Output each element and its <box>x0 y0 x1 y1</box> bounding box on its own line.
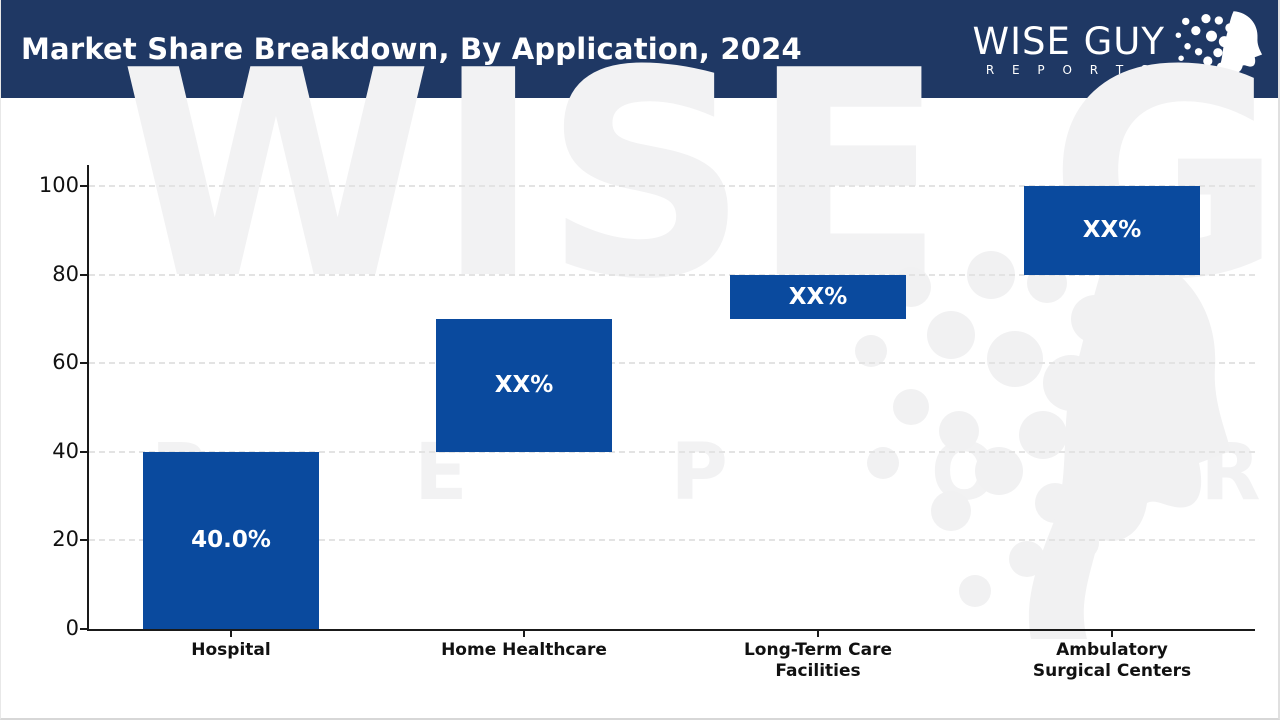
chart-area: WISE GUY R E P O R T S 0 20 40 60 80 100 40.0%… <box>1 10 1278 718</box>
x-category-label: Ambulatory Surgical Centers <box>1032 640 1192 682</box>
y-tick-label: 20 <box>52 527 79 552</box>
y-tick-mark <box>80 273 89 276</box>
y-tick-mark <box>80 362 89 365</box>
y-tick-label: 80 <box>52 261 79 286</box>
y-gridline <box>89 362 1255 365</box>
wiseguy-logo: WISE GUY R E P O R T S <box>973 7 1263 91</box>
y-gridline <box>89 185 1255 187</box>
logo-wordmark: WISE GUY <box>972 19 1165 63</box>
y-tick-label: 60 <box>52 350 79 375</box>
y-tick-mark <box>80 628 89 630</box>
header-bar: Market Share Breakdown, By Application, … <box>1 0 1278 98</box>
x-axis-spine <box>87 629 1255 631</box>
y-tick-mark <box>80 539 89 542</box>
y-tick-label: 0 <box>65 616 79 640</box>
x-tick-mark <box>523 629 525 637</box>
x-category-label: Hospital <box>191 640 271 660</box>
x-category-label: Long-Term Care Facilities <box>743 640 893 682</box>
bar-ambulatory-surgical-centers: XX% <box>1024 186 1200 275</box>
logo-subtext: R E P O R T S <box>985 62 1156 77</box>
y-tick-label: 40 <box>52 438 79 463</box>
y-gridline <box>89 539 1255 542</box>
x-tick-mark <box>817 629 819 637</box>
bar-hospital: 40.0% <box>143 451 319 629</box>
chart-title: Market Share Breakdown, By Application, … <box>21 32 802 66</box>
bar-long-term-care-facilities: XX% <box>730 274 906 319</box>
logo-text: WISE GUY R E P O R T S <box>973 23 1165 76</box>
y-tick-mark <box>80 450 89 453</box>
bar-value-label: 40.0% <box>191 527 271 554</box>
y-axis-spine <box>87 165 89 631</box>
wiseguy-face-icon <box>1175 11 1263 81</box>
bar-value-label: XX% <box>788 283 848 310</box>
bar-value-label: XX% <box>494 372 554 399</box>
x-tick-mark <box>230 629 232 637</box>
y-tick-mark <box>80 185 89 187</box>
y-gridline <box>89 273 1255 276</box>
bar-value-label: XX% <box>1082 217 1142 244</box>
y-tick-label: 100 <box>38 173 79 197</box>
bar-home-healthcare: XX% <box>436 318 612 452</box>
y-gridline <box>89 450 1255 453</box>
x-category-label: Home Healthcare <box>441 640 607 660</box>
